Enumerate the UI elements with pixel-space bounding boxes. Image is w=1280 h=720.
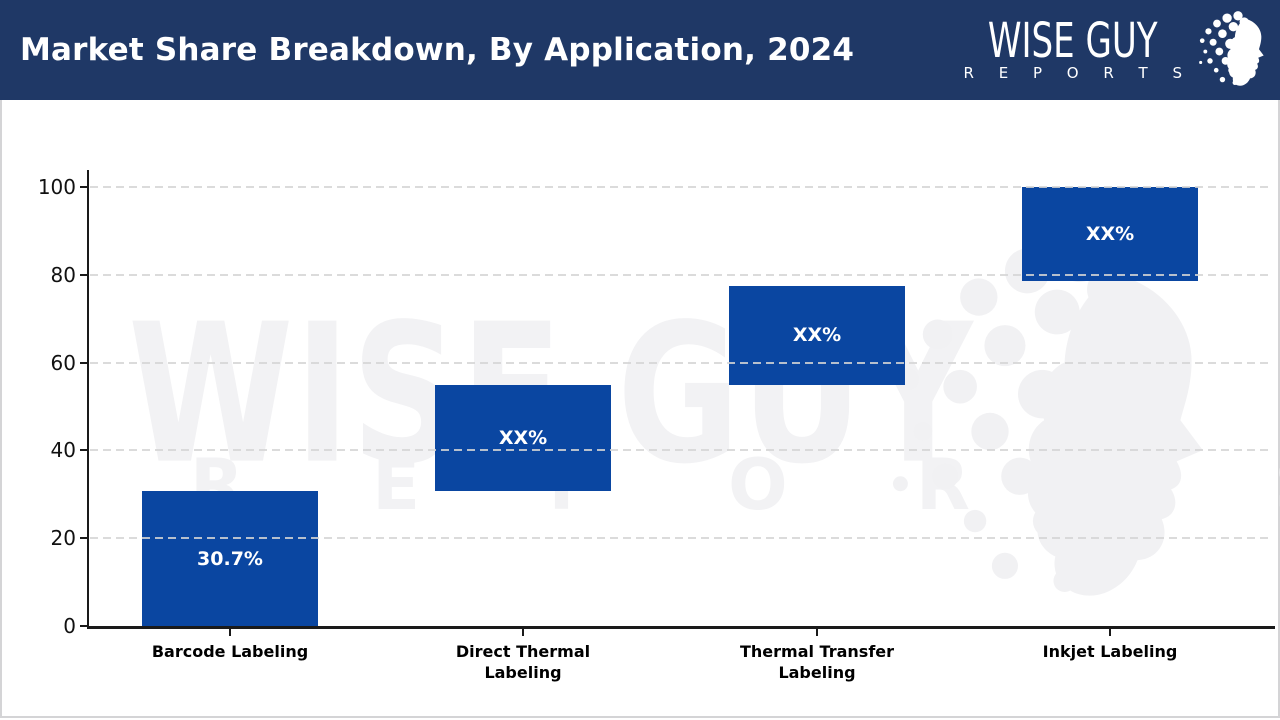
y-tick-mark: [80, 537, 88, 540]
gridline-20: [90, 537, 1270, 540]
watermark-head-icon: [892, 237, 1203, 596]
x-category-label: Direct Thermal Labeling: [455, 642, 591, 682]
logo-subtitle: R E P O R T S: [963, 64, 1192, 82]
y-tick-label: 40: [50, 438, 76, 463]
y-tick-mark: [80, 625, 88, 627]
bar-value-label: XX%: [792, 324, 842, 347]
y-axis-line: [87, 170, 89, 628]
bar-segment: XX%: [1022, 187, 1198, 282]
x-tick-mark: [816, 629, 818, 636]
x-category-label: Inkjet Labeling: [1042, 642, 1178, 661]
bar-value-label: XX%: [1085, 223, 1135, 246]
y-tick-label: 100: [37, 175, 76, 199]
bar-segment: XX%: [435, 384, 611, 492]
y-tick-label: 80: [50, 262, 76, 287]
gridline-80: [90, 273, 1270, 276]
bar-segment: XX%: [729, 285, 905, 385]
gridline-60: [90, 361, 1270, 364]
y-tick-mark: [80, 361, 88, 364]
logo-head-icon: [1199, 11, 1264, 86]
x-axis-line: [87, 626, 1275, 629]
page-title: Market Share Breakdown, By Application, …: [20, 32, 855, 68]
x-tick-mark: [229, 629, 231, 636]
y-tick-label: 60: [50, 350, 76, 375]
y-tick-label: 0: [63, 614, 76, 638]
bar-value-label: XX%: [498, 426, 548, 449]
y-tick-mark: [80, 186, 88, 188]
bar-value-label: 30.7%: [197, 547, 263, 570]
x-tick-mark: [522, 629, 524, 636]
header-bar: Market Share Breakdown, By Application, …: [0, 0, 1280, 100]
logo-wordmark: WISE GUY: [987, 11, 1158, 69]
gridline-100: [90, 186, 1270, 188]
y-tick-label: 20: [50, 526, 76, 551]
bar-segment: 30.7%: [142, 491, 318, 626]
x-category-label: Barcode Labeling: [151, 642, 309, 661]
x-category-label: Thermal Transfer Labeling: [739, 642, 895, 682]
wise-guy-logo: WISE GUY R E P O R T S: [954, 0, 1266, 100]
y-tick-mark: [80, 273, 88, 276]
logo-text: WISE GUY R E P O R T S: [954, 11, 1192, 82]
gridline-40: [90, 449, 1270, 452]
x-tick-mark: [1109, 629, 1111, 636]
y-tick-mark: [80, 449, 88, 452]
